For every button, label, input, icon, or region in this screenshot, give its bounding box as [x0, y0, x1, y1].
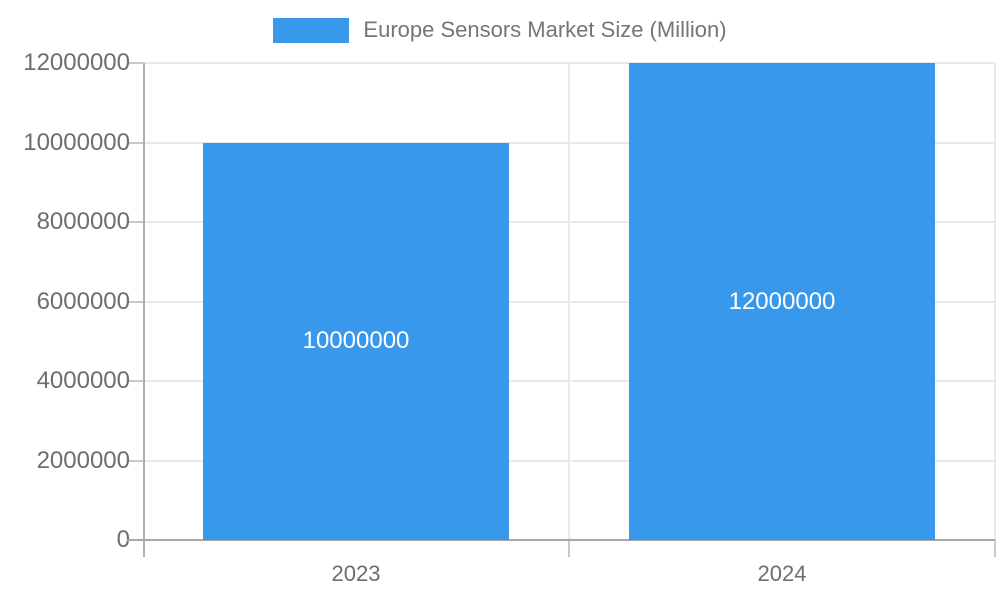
x-axis-label: 2023 [331, 561, 381, 586]
y-axis-label: 10000000 [23, 128, 130, 156]
y-axis-tick [127, 459, 143, 462]
y-axis-label: 6000000 [36, 287, 130, 315]
x-axis-tick [568, 540, 570, 557]
y-axis-tick [127, 62, 143, 64]
y-axis-label: 4000000 [36, 367, 130, 394]
x-gridline [994, 63, 996, 540]
x-axis-label: 2024 [757, 561, 807, 586]
y-axis-tick [127, 380, 143, 382]
x-axis-line [127, 539, 995, 541]
y-axis-label: 2000000 [36, 446, 130, 474]
y-axis-tick [127, 141, 143, 144]
bar-value-label: 12000000 [728, 287, 836, 315]
chart-legend: Europe Sensors Market Size (Million) [0, 16, 1000, 44]
y-axis-label: 8000000 [36, 208, 130, 235]
x-axis-tick [994, 540, 996, 557]
y-axis-tick [127, 300, 143, 303]
legend-swatch-icon [273, 17, 350, 43]
bar-value-label: 10000000 [302, 327, 410, 355]
x-gridline [568, 63, 570, 540]
bar-2023[interactable] [202, 142, 510, 540]
legend-label: Europe Sensors Market Size (Million) [363, 17, 727, 42]
y-axis-label: 0 [116, 526, 130, 553]
y-axis-line [143, 63, 145, 557]
bar-2024[interactable] [628, 63, 936, 540]
y-axis-tick [127, 221, 143, 223]
y-axis-label: 12000000 [23, 49, 130, 76]
